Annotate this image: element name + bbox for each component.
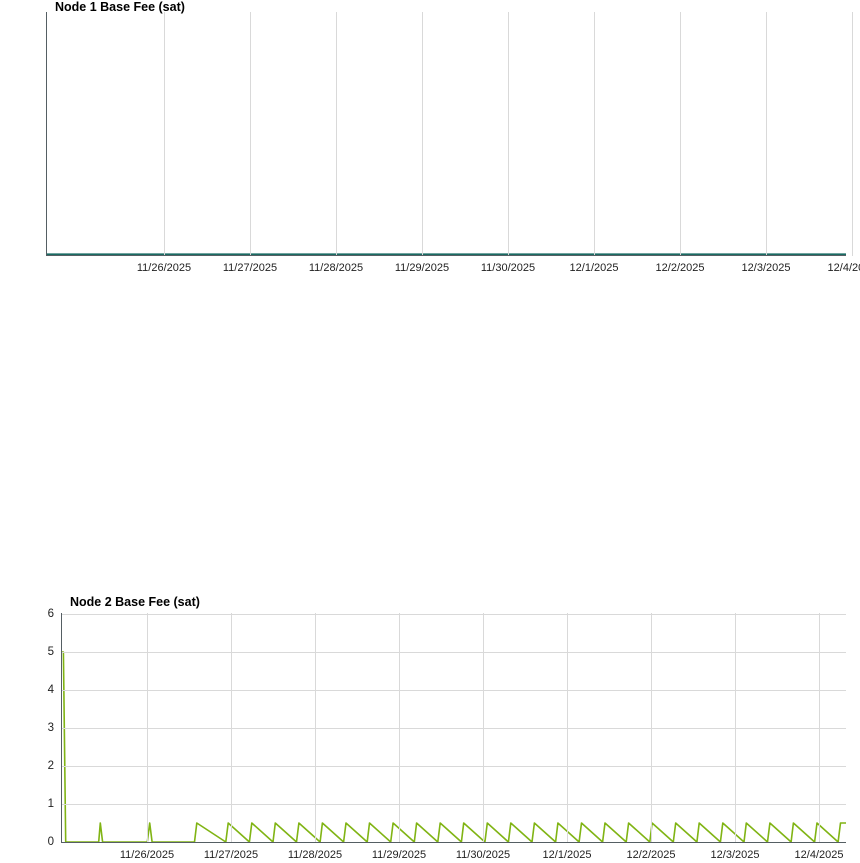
gridline-v [735, 613, 736, 843]
plot-area-node1 [46, 12, 853, 257]
x-tick-label: 11/27/2025 [203, 849, 259, 861]
x-tick-label: 12/3/2025 [710, 849, 760, 861]
y-tick-label: 4 [47, 684, 54, 696]
gridline-v [164, 12, 165, 256]
x-tick-label: 12/3/2025 [741, 262, 791, 274]
gridline-v [250, 12, 251, 256]
x-tick-label: 11/28/2025 [308, 262, 364, 274]
gridline-v [336, 12, 337, 256]
gridline-v [422, 12, 423, 256]
x-axis-line-node1 [46, 255, 846, 257]
gridline-v [567, 613, 568, 843]
y-tick-label: 2 [47, 760, 54, 772]
x-axis-labels-node1: 11/26/2025 11/27/2025 11/28/2025 11/29/2025… [46, 262, 860, 276]
y-axis-labels-node2: 0 1 2 3 4 5 6 [22, 606, 54, 848]
gridline-v [315, 613, 316, 843]
y-tick-label: 6 [47, 608, 54, 620]
chart-panel-node2: Node 2 Base Fee (sat) 0 1 2 3 4 5 6 11/26/2025… [0, 295, 860, 861]
y-axis-line-node1 [46, 12, 48, 256]
gridline-h [61, 614, 846, 615]
chart-panel-node1: Node 1 Base Fee (sat) 11/26/2025 11/27/20… [0, 0, 860, 285]
gridline-v [147, 613, 148, 843]
gridline-v [399, 613, 400, 843]
gridline-v [819, 613, 820, 843]
x-tick-label: 12/2/2025 [655, 262, 705, 274]
gridline-v [852, 12, 853, 256]
y-tick-label: 5 [47, 646, 54, 658]
y-axis-line-node2 [61, 613, 63, 843]
gridline-h [61, 652, 846, 653]
gridline-v [483, 613, 484, 843]
plot-area-node2 [61, 613, 846, 844]
x-tick-label: 11/26/2025 [119, 849, 175, 861]
y-tick-label: 3 [47, 722, 54, 734]
gridline-v [594, 12, 595, 256]
gridline-h [61, 766, 846, 767]
x-axis-labels-node2: 11/26/2025 11/27/2025 11/28/2025 11/29/2025… [61, 849, 846, 863]
gridline-v [766, 12, 767, 256]
x-tick-label: 11/30/2025 [480, 262, 536, 274]
x-tick-label: 12/1/2025 [569, 262, 619, 274]
x-tick-label: 11/27/2025 [222, 262, 278, 274]
y-tick-label: 1 [47, 798, 54, 810]
gridline-h [61, 690, 846, 691]
x-tick-label: 12/1/2025 [542, 849, 592, 861]
x-tick-label: 11/28/2025 [287, 849, 343, 861]
x-tick-label: 12/4/2025 [794, 849, 844, 861]
gridline-v [231, 613, 232, 843]
x-tick-label: 11/26/2025 [136, 262, 192, 274]
x-tick-label: 11/30/2025 [455, 849, 511, 861]
x-tick-label: 12/2/2025 [626, 849, 676, 861]
gridline-h [61, 728, 846, 729]
x-tick-label: 12/4/2025 [827, 262, 860, 274]
chart-title-node2: Node 2 Base Fee (sat) [70, 595, 200, 609]
x-axis-line-node2 [61, 842, 846, 844]
gridline-h [61, 804, 846, 805]
y-tick-label: 0 [47, 836, 54, 848]
gridline-v [651, 613, 652, 843]
x-tick-label: 11/29/2025 [371, 849, 427, 861]
gridline-v [680, 12, 681, 256]
gridline-v [508, 12, 509, 256]
chart-title-node1: Node 1 Base Fee (sat) [55, 0, 185, 14]
x-tick-label: 11/29/2025 [394, 262, 450, 274]
series-node1-base-fee [46, 253, 846, 256]
